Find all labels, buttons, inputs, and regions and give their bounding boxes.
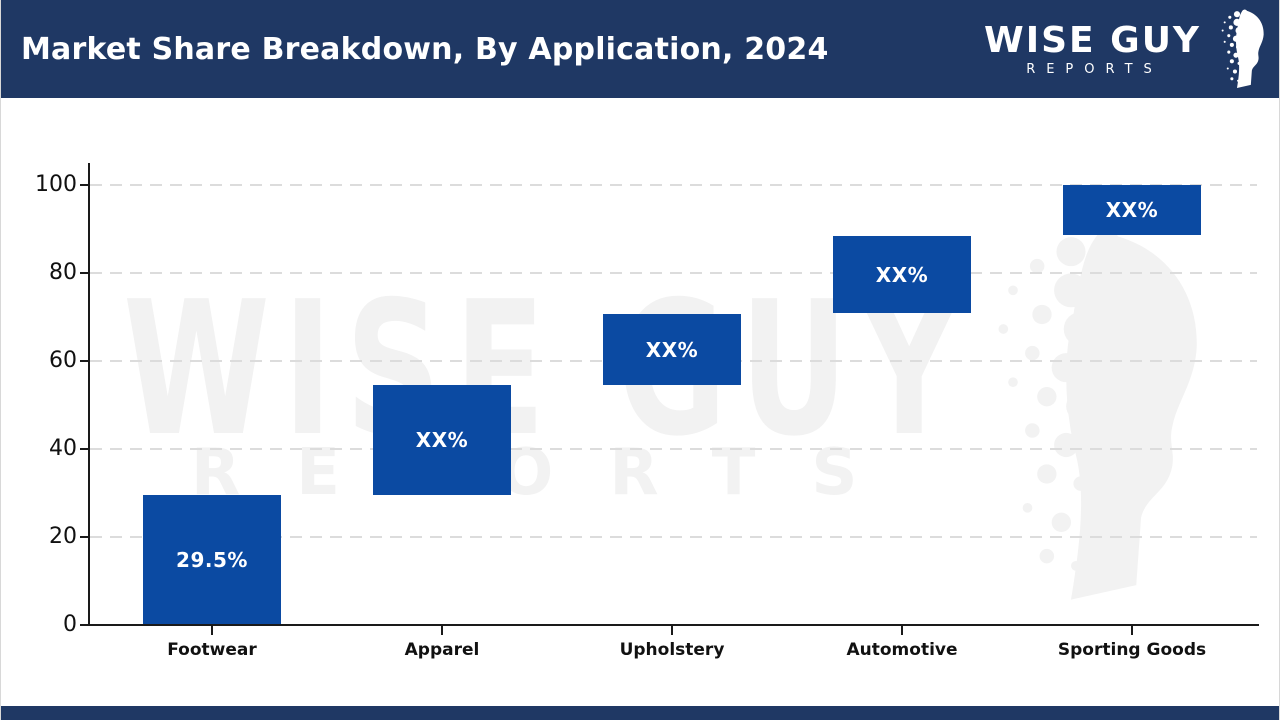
header-bar: Market Share Breakdown, By Application, … bbox=[1, 0, 1279, 98]
watermark-wordmark: WISE GUY bbox=[123, 261, 971, 477]
y-tick-label: 80 bbox=[49, 260, 77, 285]
wiseguy-logo: WISE GUY REPORTS bbox=[984, 6, 1269, 92]
x-tick-mark-4 bbox=[901, 626, 903, 635]
y-tick-label: 20 bbox=[49, 524, 77, 549]
y-tick-label: 40 bbox=[49, 436, 77, 461]
x-tick-mark-5 bbox=[1131, 626, 1133, 635]
x-tick-label: Automotive bbox=[846, 640, 958, 660]
logo-tagline: REPORTS bbox=[1026, 61, 1163, 77]
y-tick-label: 0 bbox=[63, 612, 77, 637]
bar-footwear: 29.5% bbox=[143, 495, 281, 625]
y-tick-label: 100 bbox=[35, 172, 77, 197]
logo-wordmark: WISE GUY bbox=[983, 19, 1201, 61]
x-tick-label: Sporting Goods bbox=[1057, 640, 1207, 660]
footer-bar bbox=[1, 706, 1279, 720]
x-tick-label: Upholstery bbox=[619, 640, 725, 660]
y-tick-mark-100 bbox=[80, 184, 89, 186]
x-axis-line bbox=[88, 624, 1259, 626]
gridline-20 bbox=[90, 536, 1257, 538]
y-tick-mark-0 bbox=[80, 624, 89, 626]
y-axis-line bbox=[88, 163, 90, 626]
bar-upholstery: XX% bbox=[603, 314, 741, 386]
gridline-100 bbox=[90, 184, 1257, 186]
gridline-40 bbox=[90, 448, 1257, 450]
bar-value-label: XX% bbox=[645, 337, 699, 362]
x-tick-mark-3 bbox=[671, 626, 673, 635]
x-tick-label: Apparel bbox=[404, 640, 480, 660]
bar-apparel: XX% bbox=[373, 385, 511, 496]
x-tick-mark-1 bbox=[211, 626, 213, 635]
bar-value-label: XX% bbox=[415, 428, 469, 453]
chart-title: Market Share Breakdown, By Application, … bbox=[21, 31, 829, 67]
gridline-80 bbox=[90, 272, 1257, 274]
y-tick-mark-60 bbox=[80, 360, 89, 362]
x-tick-mark-2 bbox=[441, 626, 443, 635]
bar-value-label: XX% bbox=[875, 262, 929, 287]
logo-text: WISE GUY REPORTS bbox=[983, 19, 1201, 77]
x-tick-label: Footwear bbox=[167, 640, 257, 660]
y-tick-mark-20 bbox=[80, 536, 89, 538]
bar-automotive: XX% bbox=[833, 236, 971, 314]
bar-value-label: XX% bbox=[1105, 198, 1159, 223]
y-tick-label: 60 bbox=[49, 348, 77, 373]
y-tick-mark-80 bbox=[80, 272, 89, 274]
bar-value-label: 29.5% bbox=[176, 548, 248, 573]
y-tick-mark-40 bbox=[80, 448, 89, 450]
bar-sporting-goods: XX% bbox=[1063, 185, 1201, 236]
